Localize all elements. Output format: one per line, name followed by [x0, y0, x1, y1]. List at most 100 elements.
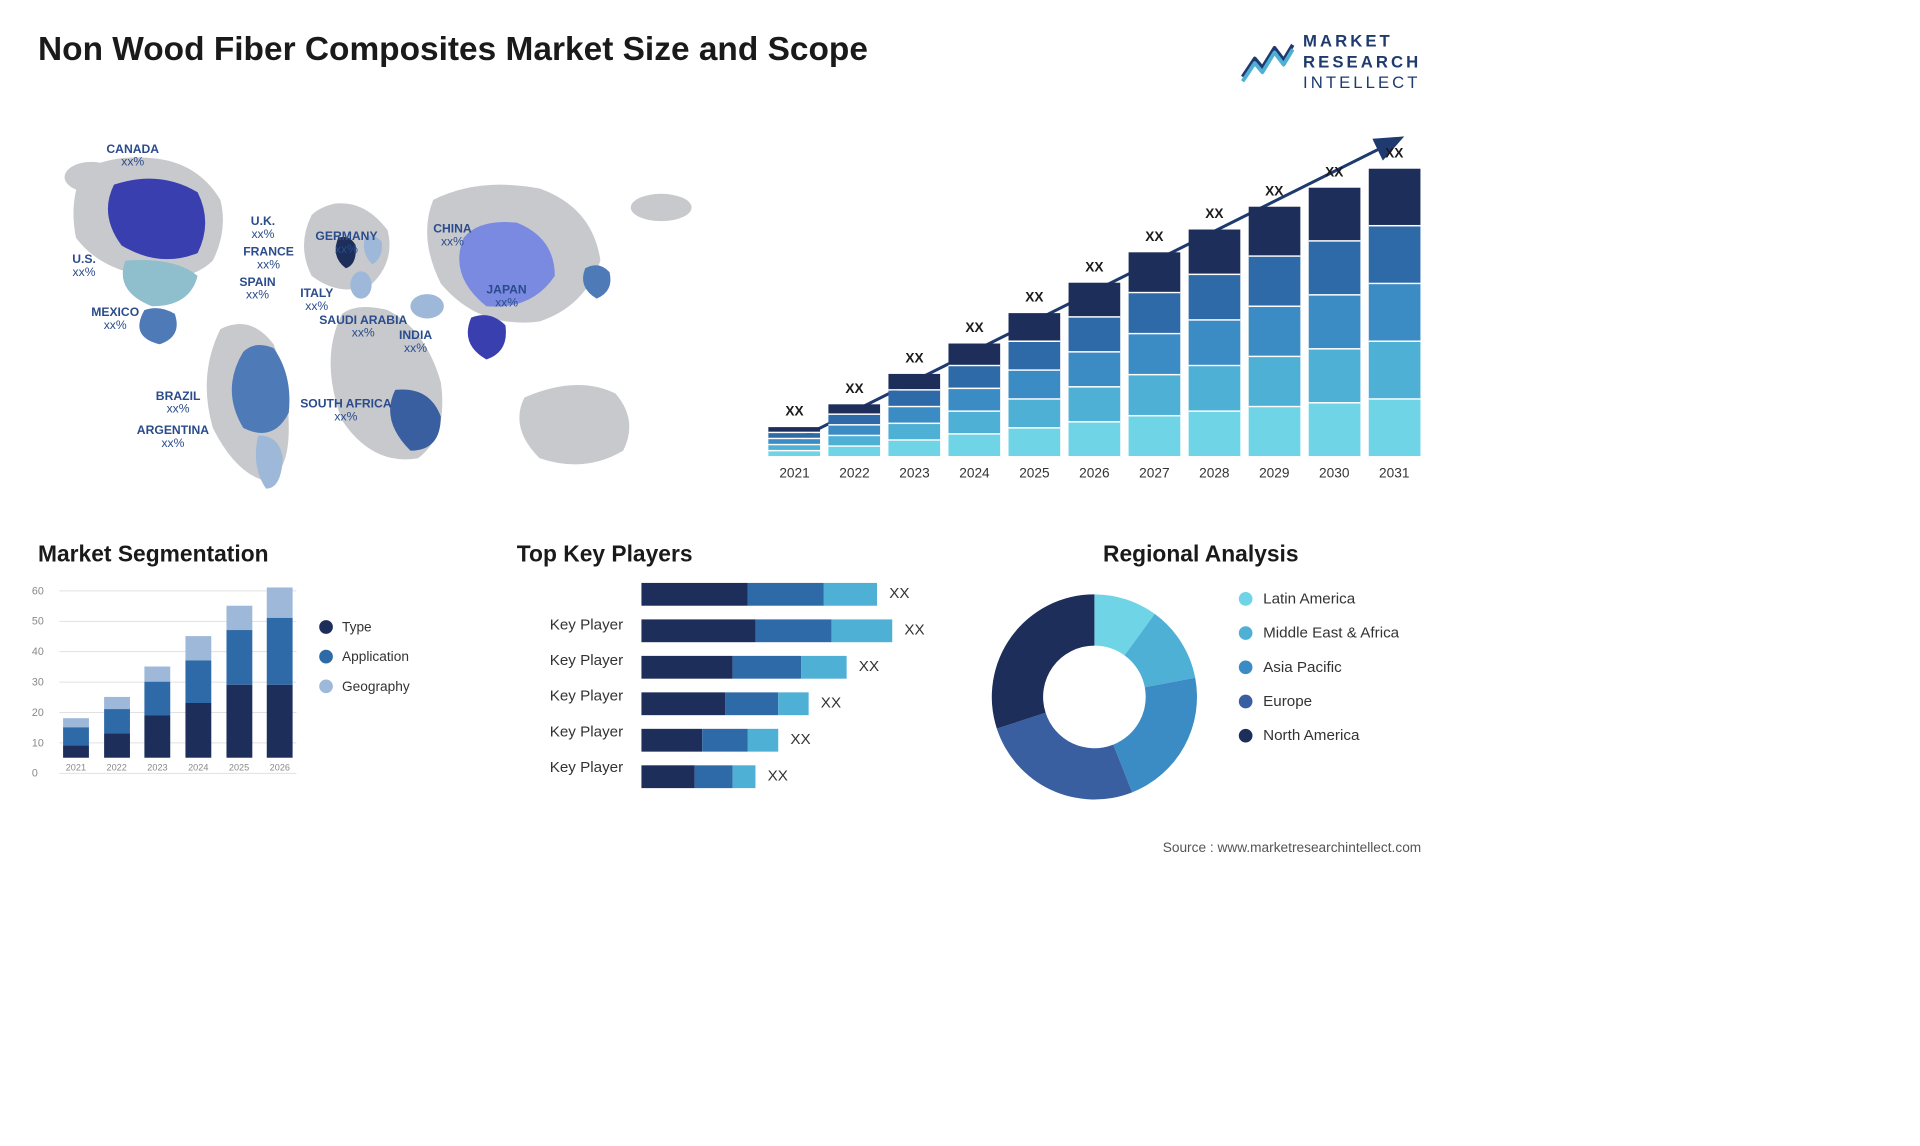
- legend-dot: [319, 620, 333, 634]
- seg-year-label: 2024: [188, 762, 208, 773]
- logo-line1: MARKET: [1303, 30, 1421, 51]
- seg-bar-2022: 2022: [100, 697, 133, 773]
- player-bar-row: XX: [641, 656, 942, 679]
- player-value-label: XX: [904, 622, 924, 639]
- region-legend-item: North America: [1239, 727, 1399, 744]
- seg-year-label: 2023: [147, 762, 167, 773]
- forecast-bar-2030: XX 2030: [1307, 167, 1361, 481]
- player-row-label: Key Player: [517, 723, 623, 740]
- map-label-india: INDIAxx%: [399, 329, 432, 356]
- bar-value-label: XX: [1025, 289, 1043, 305]
- main-forecast-chart: XX2021XX2022XX2023XX2024XX2025XX2026XX20…: [768, 116, 1422, 511]
- bar-value-label: XX: [1265, 183, 1283, 199]
- player-row-label: Key Player: [517, 652, 623, 669]
- seg-bar-2026: 2026: [263, 587, 296, 772]
- bar-value-label: XX: [845, 380, 863, 396]
- legend-label: Type: [342, 619, 372, 635]
- player-bar-row: XX: [641, 619, 942, 642]
- bar-value-label: XX: [1385, 145, 1403, 161]
- bar-value-label: XX: [965, 320, 983, 336]
- player-row-label: Key Player: [517, 616, 623, 633]
- forecast-bar-2023: XX2023: [888, 353, 942, 481]
- map-label-china: CHINAxx%: [433, 222, 472, 249]
- map-label-saudiarabia: SAUDI ARABIAxx%: [319, 314, 407, 341]
- legend-dot: [1239, 695, 1253, 709]
- seg-ytick: 60: [32, 584, 44, 596]
- map-label-france: FRANCExx%: [243, 245, 294, 272]
- legend-dot: [1239, 660, 1253, 674]
- donut-slice: [992, 594, 1095, 728]
- regional-donut: [980, 583, 1208, 811]
- player-bar-row: XX: [641, 728, 942, 751]
- segmentation-legend: Type Application Geography: [319, 619, 409, 795]
- players-panel: Top Key Players Key PlayerKey PlayerKey …: [517, 542, 943, 811]
- players-bars: XXXXXXXXXXXX: [641, 583, 942, 788]
- seg-ytick: 30: [32, 675, 44, 687]
- regional-legend: Latin AmericaMiddle East & AfricaAsia Pa…: [1239, 590, 1399, 744]
- donut-slice: [997, 712, 1132, 799]
- bar-year-label: 2026: [1079, 465, 1109, 481]
- map-label-canada: CANADAxx%: [106, 143, 159, 170]
- forecast-bar-2028: XX 2028: [1187, 209, 1241, 481]
- bar-year-label: 2022: [839, 465, 869, 481]
- legend-label: Geography: [342, 678, 410, 694]
- legend-label: Asia Pacific: [1263, 659, 1342, 676]
- bar-value-label: XX: [1325, 164, 1343, 180]
- legend-label: Application: [342, 649, 409, 665]
- bar-year-label: 2024: [959, 465, 989, 481]
- bar-year-label: 2028: [1199, 465, 1229, 481]
- seg-ytick: 20: [32, 706, 44, 718]
- seg-legend-item: Application: [319, 649, 409, 665]
- bar-value-label: XX: [1205, 206, 1223, 222]
- bar-year-label: 2027: [1139, 465, 1169, 481]
- forecast-bar-2024: XX 2024: [948, 323, 1002, 481]
- bar-year-label: 2029: [1259, 465, 1289, 481]
- map-label-italy: ITALYxx%: [300, 287, 333, 314]
- legend-label: North America: [1263, 727, 1359, 744]
- players-labels: Key Player Key Player Key Player Key Player…: [517, 583, 623, 788]
- regional-title: Regional Analysis: [980, 542, 1421, 568]
- region-legend-item: Asia Pacific: [1239, 659, 1399, 676]
- legend-dot: [1239, 729, 1253, 743]
- seg-ytick: 40: [32, 645, 44, 657]
- legend-label: Europe: [1263, 693, 1312, 710]
- region-legend-item: Europe: [1239, 693, 1399, 710]
- seg-legend-item: Geography: [319, 678, 409, 694]
- forecast-bar-2025: XX 2025: [1007, 292, 1061, 480]
- bar-value-label: XX: [905, 350, 923, 366]
- seg-ytick: 0: [32, 766, 38, 778]
- forecast-bar-2027: XX2027: [1127, 231, 1181, 480]
- bar-year-label: 2021: [779, 465, 809, 481]
- forecast-bar-2021: XX2021: [768, 406, 822, 480]
- source-text: Source : www.marketresearchintellect.com: [1163, 840, 1421, 856]
- logo-line2: RESEARCH: [1303, 51, 1421, 72]
- logo-line3: INTELLECT: [1303, 72, 1421, 93]
- seg-year-label: 2025: [229, 762, 249, 773]
- legend-label: Latin America: [1263, 590, 1355, 607]
- segmentation-title: Market Segmentation: [38, 542, 479, 568]
- map-label-spain: SPAINxx%: [239, 276, 275, 303]
- seg-bar-2021: 2021: [59, 718, 92, 773]
- world-map-panel: CANADAxx%U.S.xx%MEXICOxx%BRAZILxx%ARGENT…: [38, 116, 737, 511]
- bar-year-label: 2025: [1019, 465, 1049, 481]
- player-value-label: XX: [821, 695, 841, 712]
- map-label-germany: GERMANYxx%: [315, 230, 377, 257]
- brand-logo: MARKET RESEARCH INTELLECT: [1241, 30, 1421, 93]
- player-bar-row: XX: [641, 692, 942, 715]
- map-label-southafrica: SOUTH AFRICAxx%: [300, 397, 391, 424]
- player-row-label: Key Player: [517, 687, 623, 704]
- seg-bar-2024: 2024: [182, 636, 215, 773]
- players-title: Top Key Players: [517, 542, 943, 568]
- map-label-argentina: ARGENTINAxx%: [137, 424, 209, 451]
- player-value-label: XX: [768, 768, 788, 785]
- segmentation-panel: Market Segmentation 01020304050602021202…: [38, 542, 479, 811]
- seg-year-label: 2026: [270, 762, 290, 773]
- legend-dot: [319, 650, 333, 664]
- legend-dot: [319, 679, 333, 693]
- map-label-uk: U.K.xx%: [251, 215, 275, 242]
- region-legend-item: Latin America: [1239, 590, 1399, 607]
- logo-icon: [1241, 37, 1294, 86]
- player-row-label: Key Player: [517, 759, 623, 776]
- seg-year-label: 2021: [66, 762, 86, 773]
- bar-year-label: 2030: [1319, 465, 1349, 481]
